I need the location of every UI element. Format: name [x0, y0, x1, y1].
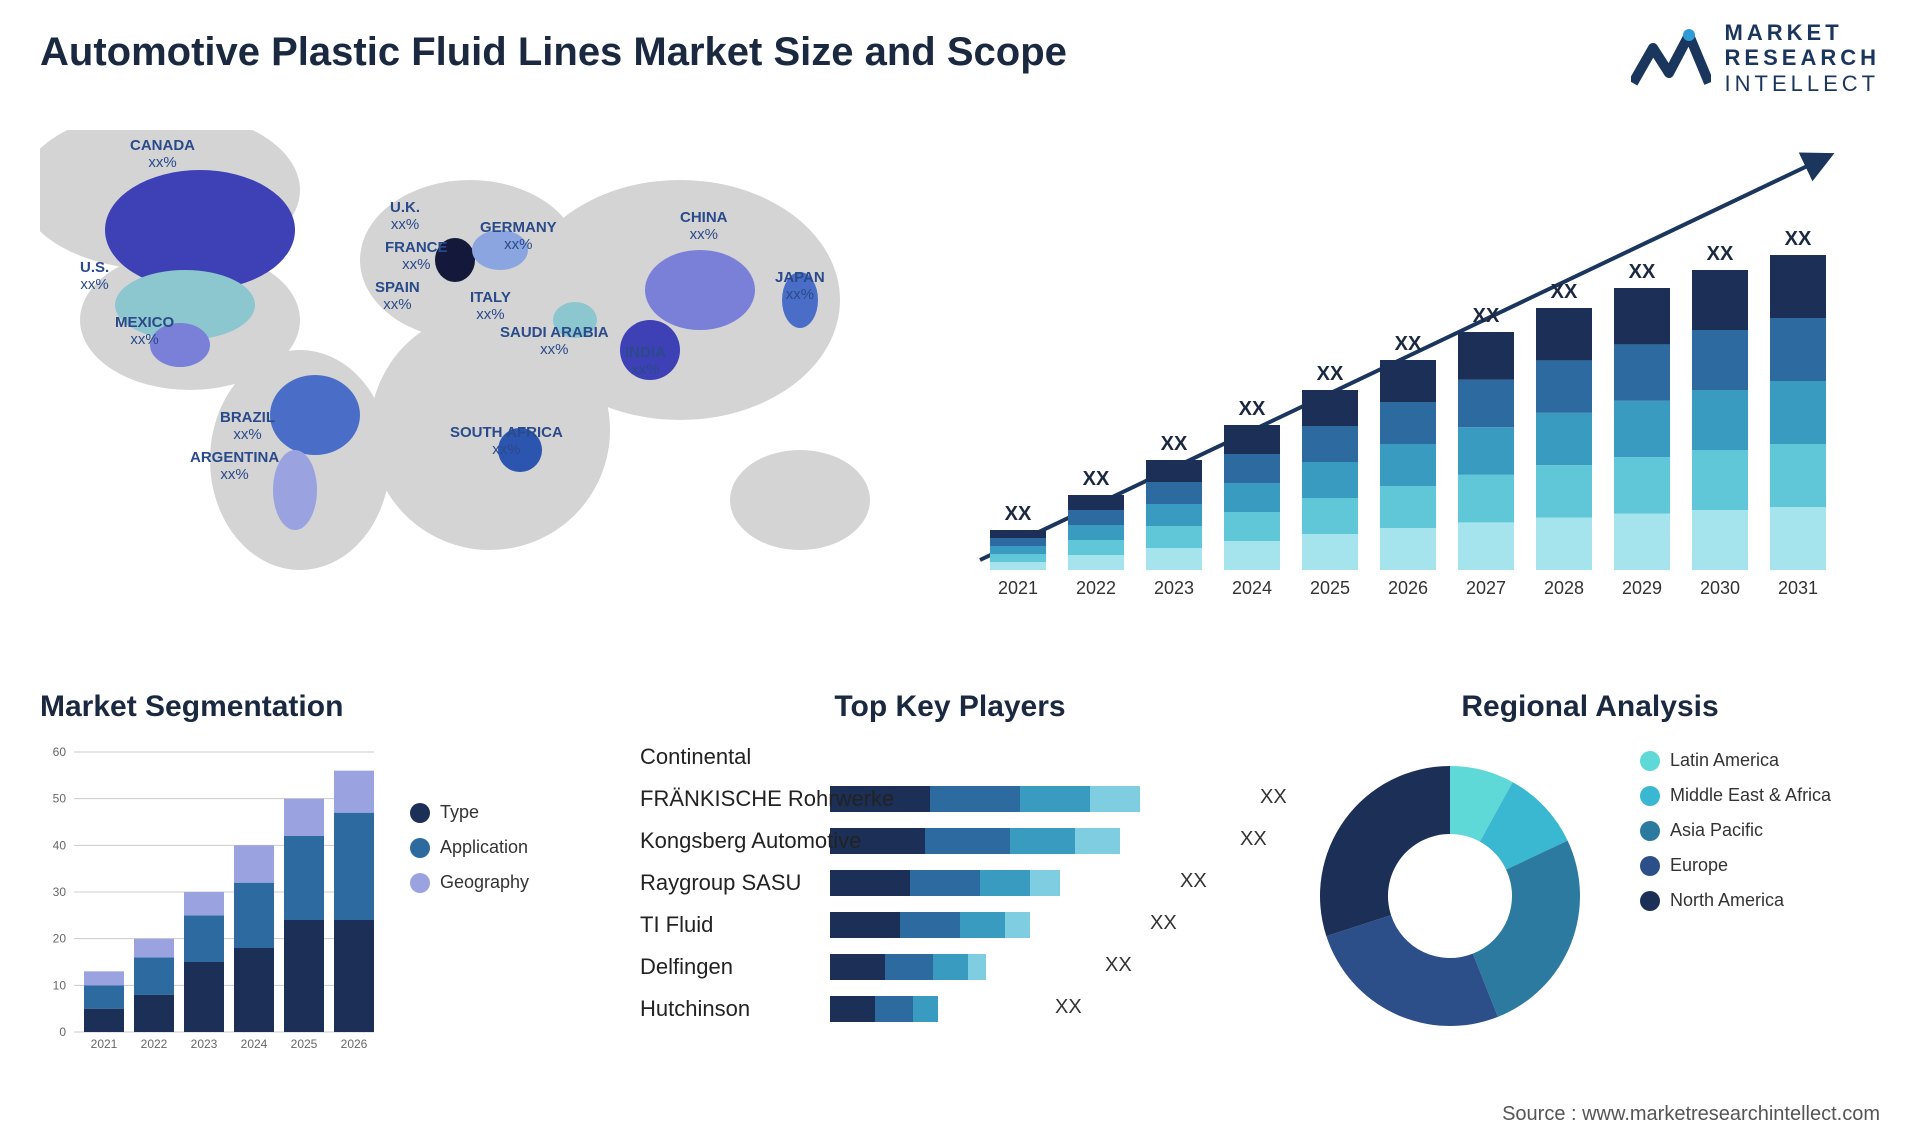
player-value: XX: [1240, 828, 1267, 851]
svg-text:XX: XX: [1317, 363, 1344, 385]
svg-text:XX: XX: [1395, 333, 1422, 355]
map-label-china: CHINAxx%: [680, 210, 728, 243]
map-label-india: INDIAxx%: [625, 345, 666, 378]
svg-text:2023: 2023: [1154, 578, 1194, 598]
svg-text:XX: XX: [1161, 433, 1188, 455]
svg-text:2026: 2026: [341, 1037, 368, 1051]
map-label-canada: CANADAxx%: [130, 138, 195, 171]
svg-text:XX: XX: [1473, 305, 1500, 327]
map-label-germany: GERMANYxx%: [480, 220, 557, 253]
svg-text:2022: 2022: [141, 1037, 168, 1051]
map-label-italy: ITALYxx%: [470, 290, 511, 323]
player-row: Raygroup SASU XX: [640, 862, 1260, 904]
map-label-brazil: BRAZILxx%: [220, 410, 275, 443]
logo-text-3: INTELLECT: [1725, 71, 1880, 96]
svg-text:2028: 2028: [1544, 578, 1584, 598]
player-name: Kongsberg Automotive: [640, 828, 920, 854]
region-legend-middle-east-africa: Middle East & Africa: [1640, 785, 1831, 806]
segmentation-title: Market Segmentation: [40, 690, 600, 724]
svg-text:XX: XX: [1551, 281, 1578, 303]
region-legend-north-america: North America: [1640, 890, 1831, 911]
svg-text:XX: XX: [1785, 228, 1812, 250]
seg-legend-type: Type: [410, 802, 529, 823]
map-label-u-k-: U.K.xx%: [390, 200, 420, 233]
svg-text:2021: 2021: [998, 578, 1038, 598]
map-label-south-africa: SOUTH AFRICAxx%: [450, 425, 563, 458]
svg-text:2029: 2029: [1622, 578, 1662, 598]
player-row: FRÄNKISCHE RohrwerkeXX: [640, 778, 1260, 820]
svg-text:60: 60: [53, 745, 67, 759]
svg-text:2030: 2030: [1700, 578, 1740, 598]
player-value: XX: [1150, 912, 1177, 935]
logo-text-1: MARKET: [1725, 20, 1880, 45]
map-label-argentina: ARGENTINAxx%: [190, 450, 279, 483]
svg-text:2024: 2024: [1232, 578, 1272, 598]
map-label-spain: SPAINxx%: [375, 280, 420, 313]
seg-legend-application: Application: [410, 837, 529, 858]
players-title: Top Key Players: [640, 690, 1260, 724]
svg-text:2022: 2022: [1076, 578, 1116, 598]
svg-text:2025: 2025: [291, 1037, 318, 1051]
svg-text:50: 50: [53, 792, 67, 806]
logo-mark-icon: [1631, 23, 1711, 93]
player-name: FRÄNKISCHE Rohrwerke: [640, 786, 920, 812]
regional-panel: Regional Analysis Latin America Middle Ea…: [1300, 690, 1880, 1070]
svg-text:XX: XX: [1083, 468, 1110, 490]
region-legend-europe: Europe: [1640, 855, 1831, 876]
map-label-france: FRANCExx%: [385, 240, 448, 273]
svg-text:XX: XX: [1239, 398, 1266, 420]
player-value: XX: [1055, 996, 1082, 1019]
map-label-saudi-arabia: SAUDI ARABIAxx%: [500, 325, 609, 358]
page-title: Automotive Plastic Fluid Lines Market Si…: [40, 30, 1067, 75]
player-value: XX: [1260, 786, 1287, 809]
svg-text:2025: 2025: [1310, 578, 1350, 598]
region-legend-latin-america: Latin America: [1640, 750, 1831, 771]
player-row: TI Fluid XX: [640, 904, 1260, 946]
player-row: Delfingen XX: [640, 946, 1260, 988]
segmentation-panel: Market Segmentation 0 10 20 30 40 50 60 2021 202…: [40, 690, 600, 1070]
svg-text:2031: 2031: [1778, 578, 1818, 598]
svg-text:40: 40: [53, 838, 67, 852]
seg-legend-geography: Geography: [410, 872, 529, 893]
svg-text:2021: 2021: [91, 1037, 118, 1051]
player-row: Kongsberg AutomotiveXX: [640, 820, 1260, 862]
svg-text:XX: XX: [1005, 503, 1032, 525]
regional-title: Regional Analysis: [1300, 690, 1880, 724]
map-label-mexico: MEXICOxx%: [115, 315, 174, 348]
svg-text:0: 0: [59, 1025, 66, 1039]
svg-text:2024: 2024: [241, 1037, 268, 1051]
player-name: Hutchinson: [640, 996, 920, 1022]
player-name: TI Fluid: [640, 912, 920, 938]
svg-text:XX: XX: [1707, 243, 1734, 265]
player-row: Continental: [640, 736, 1260, 778]
source-attribution: Source : www.marketresearchintellect.com: [1502, 1103, 1880, 1126]
svg-text:10: 10: [53, 978, 67, 992]
player-name: Continental: [640, 744, 920, 770]
growth-bar-chart: XX 2021 XX 2022 XX 2023 XX 2024 XX 2025 XX 2026 XX 20…: [960, 130, 1840, 630]
map-label-u-s-: U.S.xx%: [80, 260, 109, 293]
map-label-japan: JAPANxx%: [775, 270, 825, 303]
player-name: Raygroup SASU: [640, 870, 920, 896]
world-map: CANADAxx% U.S.xx%MEXICOxx% BRAZILxx% ARGENT…: [40, 130, 920, 630]
region-legend-asia-pacific: Asia Pacific: [1640, 820, 1831, 841]
brand-logo: MARKET RESEARCH INTELLECT: [1631, 20, 1880, 96]
svg-text:2023: 2023: [191, 1037, 218, 1051]
svg-text:XX: XX: [1629, 261, 1656, 283]
svg-text:2027: 2027: [1466, 578, 1506, 598]
logo-text-2: RESEARCH: [1725, 45, 1880, 70]
player-value: XX: [1180, 870, 1207, 893]
player-value: XX: [1105, 954, 1132, 977]
svg-text:2026: 2026: [1388, 578, 1428, 598]
svg-text:30: 30: [53, 885, 67, 899]
player-row: Hutchinson XX: [640, 988, 1260, 1030]
player-name: Delfingen: [640, 954, 920, 980]
svg-text:20: 20: [53, 932, 67, 946]
key-players-panel: Top Key Players Continental FRÄNKISCHE Ro…: [640, 690, 1260, 1070]
